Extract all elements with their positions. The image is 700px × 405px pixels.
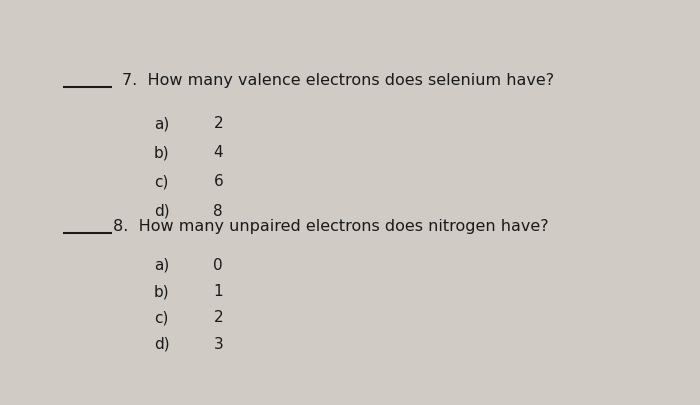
Text: c): c) xyxy=(154,174,169,190)
Text: 2: 2 xyxy=(214,116,223,131)
Text: 4: 4 xyxy=(214,145,223,160)
Text: b): b) xyxy=(154,145,169,160)
Text: b): b) xyxy=(154,284,169,299)
Text: 1: 1 xyxy=(214,284,223,299)
Text: d): d) xyxy=(154,203,169,219)
Text: 2: 2 xyxy=(214,310,223,326)
Text: 8: 8 xyxy=(214,203,223,219)
Text: 3: 3 xyxy=(214,337,223,352)
Text: a): a) xyxy=(154,258,169,273)
Text: d): d) xyxy=(154,337,169,352)
Text: c): c) xyxy=(154,310,169,326)
Text: a): a) xyxy=(154,116,169,131)
Text: 6: 6 xyxy=(214,174,223,190)
Text: 8.  How many unpaired electrons does nitrogen have?: 8. How many unpaired electrons does nitr… xyxy=(113,219,549,234)
Text: 0: 0 xyxy=(214,258,223,273)
Text: 7.  How many valence electrons does selenium have?: 7. How many valence electrons does selen… xyxy=(122,73,554,89)
